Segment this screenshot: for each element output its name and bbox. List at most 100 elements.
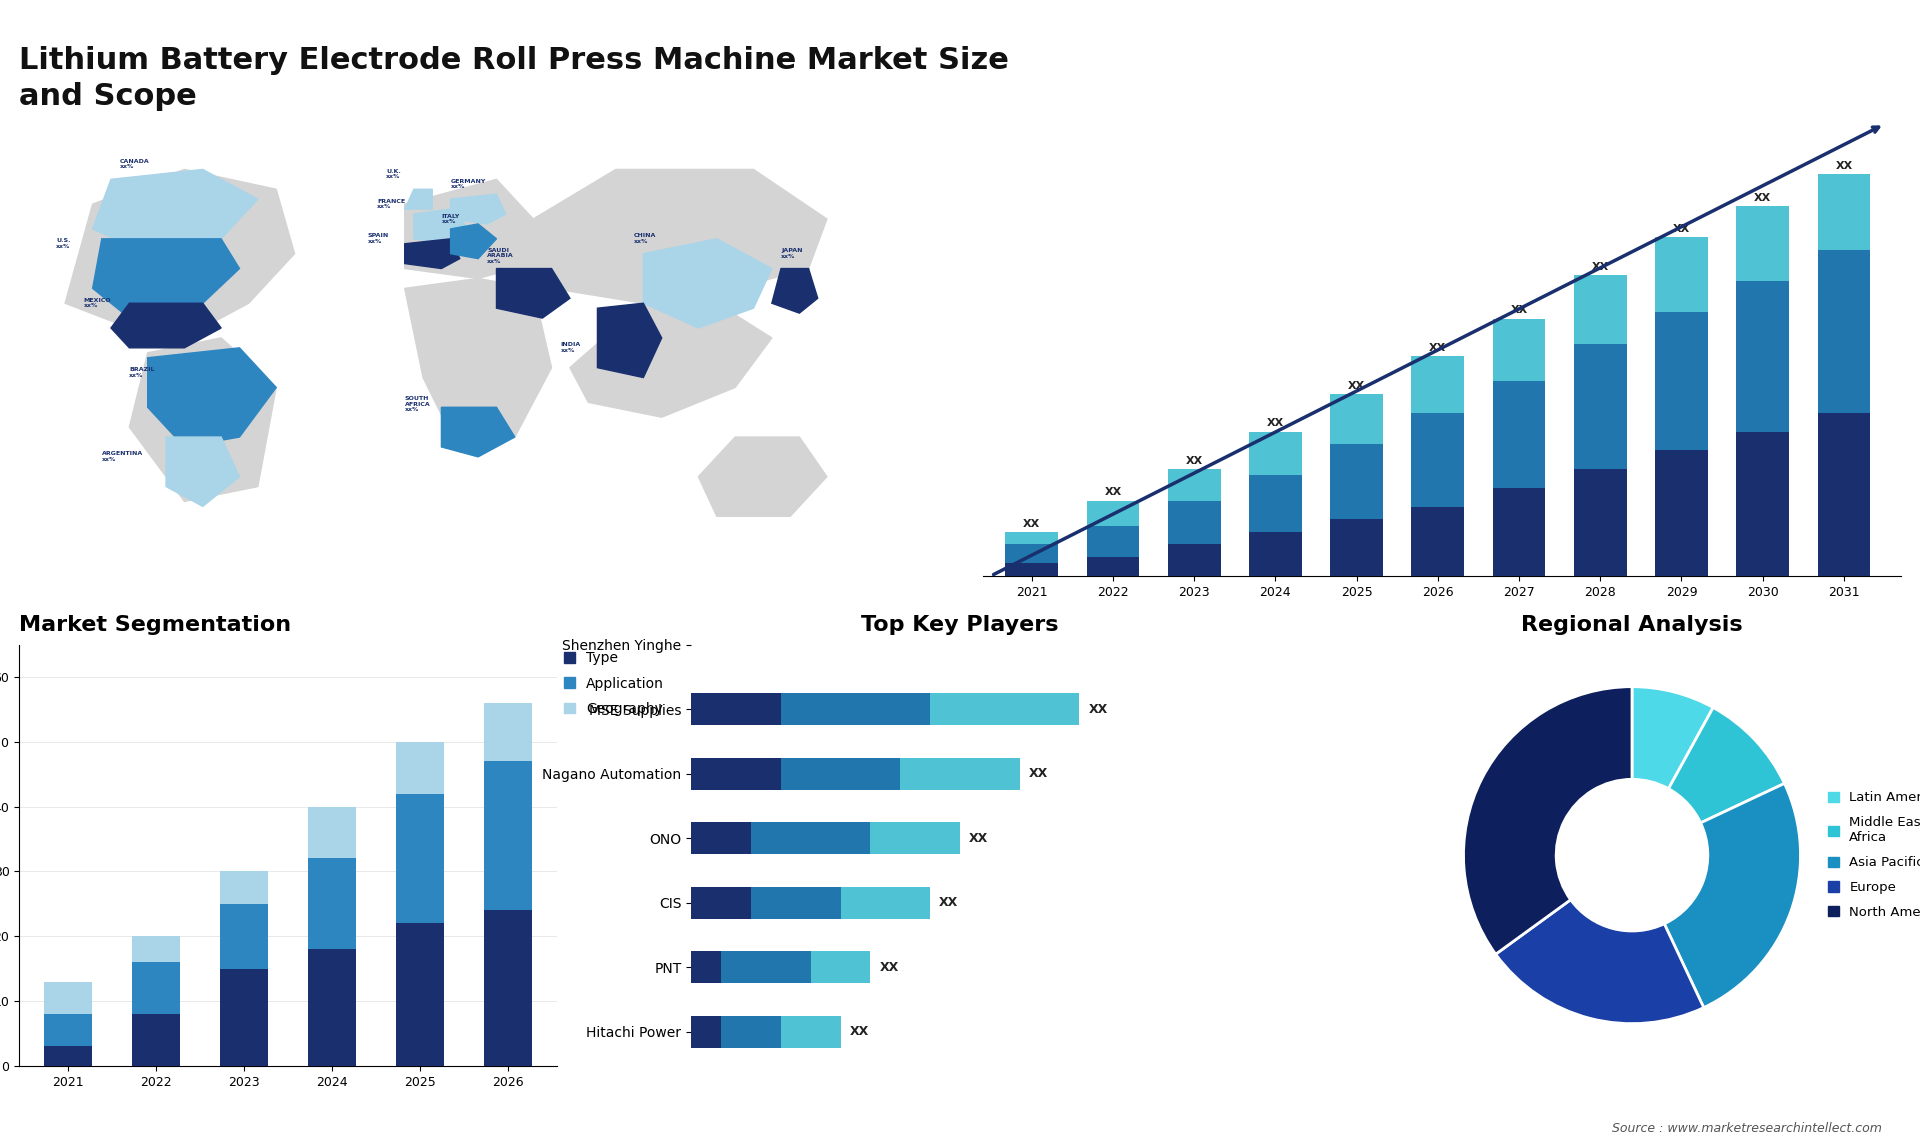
Bar <box>691 951 722 983</box>
Polygon shape <box>643 238 772 328</box>
Text: SAUDI
ARABIA
xx%: SAUDI ARABIA xx% <box>488 248 515 264</box>
Bar <box>1167 469 1221 501</box>
Polygon shape <box>405 189 432 209</box>
Bar <box>1818 174 1870 250</box>
Bar <box>1087 557 1139 575</box>
Text: SOUTH
AFRICA
xx%: SOUTH AFRICA xx% <box>405 397 430 413</box>
Text: U.S.
xx%: U.S. xx% <box>56 238 71 249</box>
Bar <box>219 904 269 968</box>
Title: Regional Analysis: Regional Analysis <box>1521 614 1743 635</box>
Text: FRANCE
xx%: FRANCE xx% <box>376 198 405 209</box>
Polygon shape <box>65 170 294 338</box>
Polygon shape <box>451 223 497 259</box>
Bar <box>1655 450 1709 575</box>
Text: XX: XX <box>1185 456 1202 466</box>
Bar <box>1411 413 1465 507</box>
Bar <box>1736 281 1789 432</box>
Text: XX: XX <box>1023 519 1041 528</box>
Bar <box>307 949 357 1066</box>
Text: XX: XX <box>1592 261 1609 272</box>
Bar <box>1818 413 1870 575</box>
Polygon shape <box>772 268 818 313</box>
Polygon shape <box>497 268 570 319</box>
Bar <box>132 936 180 963</box>
Text: INDIA
xx%: INDIA xx% <box>561 343 582 353</box>
Polygon shape <box>497 170 828 304</box>
Bar <box>132 963 180 1014</box>
Bar <box>484 761 532 910</box>
Bar <box>307 807 357 858</box>
Bar <box>722 1015 781 1049</box>
Bar <box>1167 501 1221 544</box>
Bar <box>900 758 1020 790</box>
Bar <box>1492 319 1546 382</box>
Polygon shape <box>405 179 534 278</box>
Text: XX: XX <box>849 1026 868 1038</box>
Bar <box>219 968 269 1066</box>
Text: XX: XX <box>1104 487 1121 497</box>
Polygon shape <box>165 437 240 507</box>
Polygon shape <box>1636 31 1734 93</box>
Text: XX: XX <box>1267 418 1284 429</box>
Bar <box>1087 501 1139 526</box>
Bar <box>870 822 960 855</box>
Text: JAPAN
xx%: JAPAN xx% <box>781 249 803 259</box>
Polygon shape <box>415 209 468 244</box>
Bar <box>810 951 870 983</box>
Bar <box>1411 507 1465 575</box>
Bar <box>396 793 444 924</box>
Bar <box>44 981 92 1014</box>
Bar <box>44 1046 92 1066</box>
Bar <box>929 693 1079 725</box>
Text: XX: XX <box>879 960 899 974</box>
Bar <box>1167 544 1221 575</box>
Bar <box>1492 488 1546 575</box>
Wedge shape <box>1665 784 1801 1007</box>
Bar <box>691 822 751 855</box>
Bar <box>484 910 532 1066</box>
Bar <box>781 1015 841 1049</box>
Text: XX: XX <box>1511 306 1528 315</box>
Bar <box>1006 544 1058 563</box>
Text: XX: XX <box>1672 223 1690 234</box>
Bar <box>1574 344 1626 469</box>
Bar <box>484 702 532 761</box>
Polygon shape <box>451 194 505 223</box>
Bar <box>781 693 929 725</box>
Bar <box>1006 563 1058 575</box>
Polygon shape <box>129 338 276 502</box>
Bar <box>1736 205 1789 281</box>
Bar <box>1492 382 1546 488</box>
Bar <box>1574 275 1626 344</box>
Bar <box>1818 250 1870 413</box>
Text: GERMANY
xx%: GERMANY xx% <box>451 179 486 189</box>
Bar <box>751 887 841 919</box>
Bar <box>1736 432 1789 575</box>
Legend: Latin America, Middle East &
Africa, Asia Pacific, Europe, North America: Latin America, Middle East & Africa, Asi… <box>1828 792 1920 919</box>
Polygon shape <box>699 437 828 517</box>
Text: XX: XX <box>939 896 958 909</box>
Polygon shape <box>92 238 240 319</box>
Text: XX: XX <box>1348 380 1365 391</box>
Polygon shape <box>148 348 276 447</box>
Polygon shape <box>111 304 221 348</box>
Text: BRAZIL
xx%: BRAZIL xx% <box>129 367 156 377</box>
Text: XX: XX <box>1089 702 1108 715</box>
Bar <box>841 887 929 919</box>
Bar <box>1574 469 1626 575</box>
Bar <box>1331 394 1382 444</box>
Bar <box>722 951 810 983</box>
Text: ITALY
xx%: ITALY xx% <box>442 213 459 223</box>
Bar <box>751 822 870 855</box>
Text: XX: XX <box>1029 767 1048 780</box>
Bar <box>1331 444 1382 519</box>
Text: Lithium Battery Electrode Roll Press Machine Market Size
and Scope: Lithium Battery Electrode Roll Press Mac… <box>19 46 1010 111</box>
Bar <box>307 858 357 949</box>
Text: XX: XX <box>970 832 989 845</box>
Bar <box>1411 356 1465 413</box>
Bar <box>396 741 444 793</box>
Text: MARKET
RESEARCH
INTELLECT: MARKET RESEARCH INTELLECT <box>1770 41 1834 78</box>
Bar <box>132 1014 180 1066</box>
Legend: Type, Application, Geography: Type, Application, Geography <box>564 651 664 716</box>
Text: MEXICO
xx%: MEXICO xx% <box>83 298 111 308</box>
